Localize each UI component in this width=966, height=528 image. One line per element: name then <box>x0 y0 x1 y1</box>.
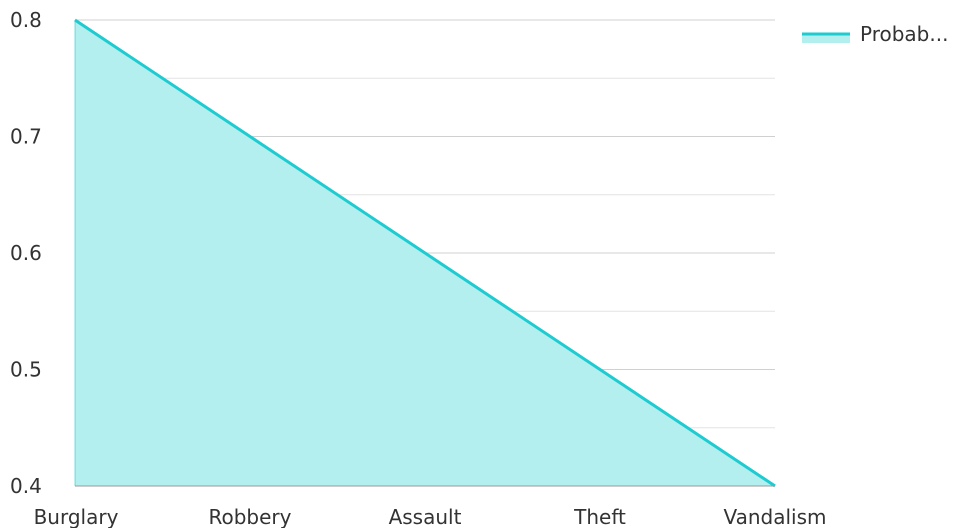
tick-labels: 0.4 0.5 0.6 0.7 0.8 Burglary Robbery Assault The… <box>10 8 827 528</box>
legend-label[interactable]: Probab... <box>860 22 948 46</box>
area-series <box>74 18 776 488</box>
y-tick-label: 0.5 <box>10 358 42 382</box>
x-tick-label: Robbery <box>209 505 292 528</box>
y-tick-label: 0.4 <box>10 474 42 498</box>
legend-swatch-fill <box>802 33 850 43</box>
y-tick-label: 0.7 <box>10 125 42 149</box>
y-tick-label: 0.8 <box>10 8 42 32</box>
x-tick-label: Vandalism <box>723 505 826 528</box>
y-tick-label: 0.6 <box>10 241 42 265</box>
x-tick-label: Assault <box>389 505 462 528</box>
x-tick-label: Theft <box>573 505 626 528</box>
legend: Probab... <box>802 22 948 46</box>
axes <box>74 20 775 487</box>
x-tick-label: Burglary <box>34 505 119 528</box>
series-line <box>74 18 776 488</box>
